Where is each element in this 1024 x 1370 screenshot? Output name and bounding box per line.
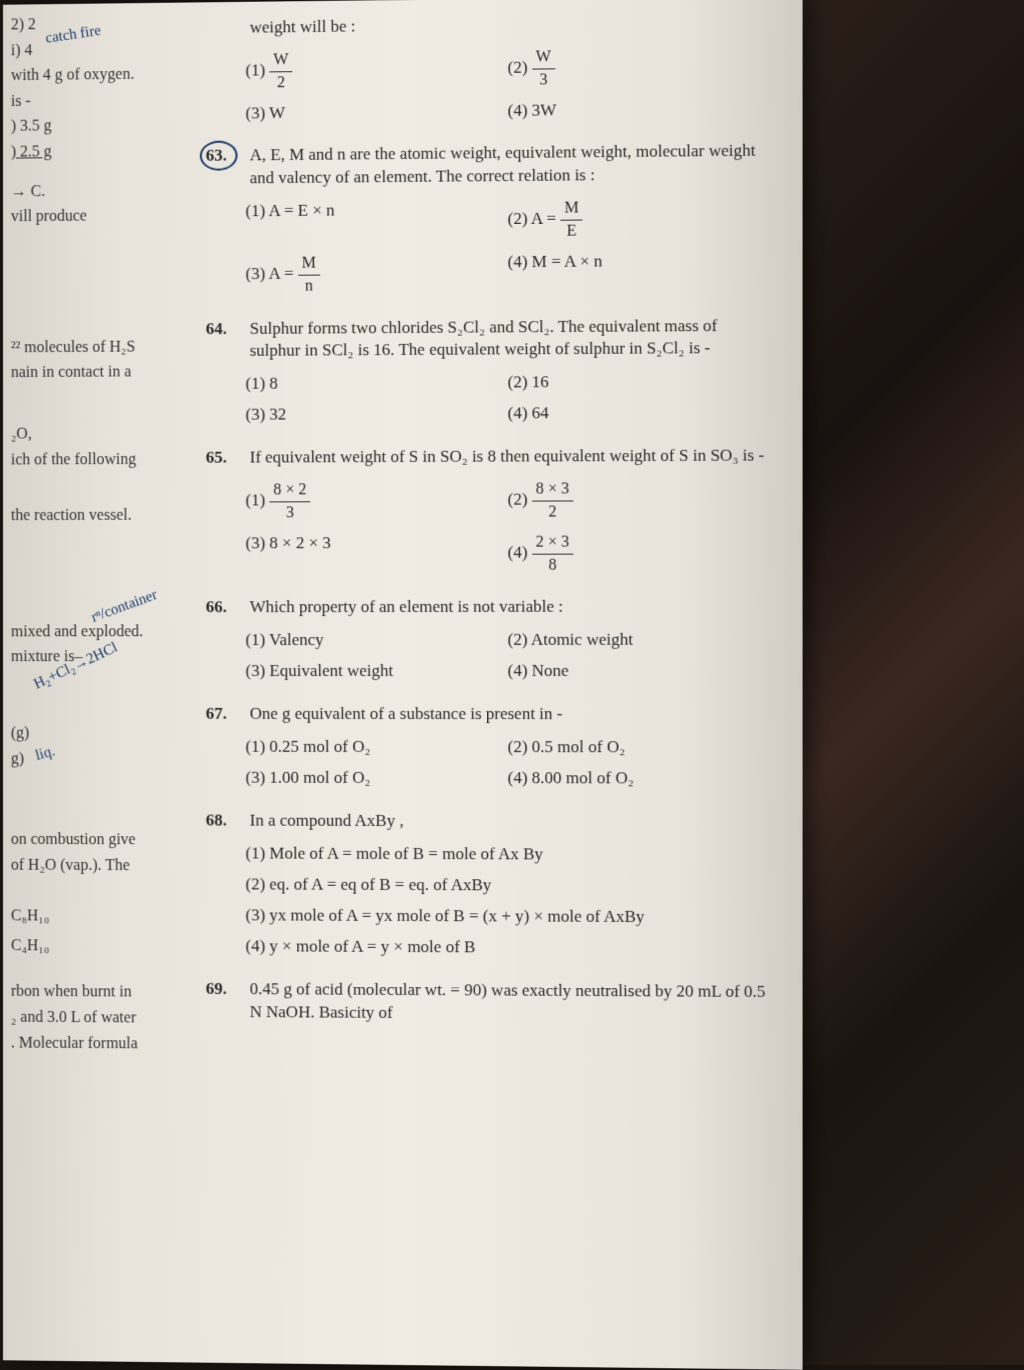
q67-stem: One g equivalent of a substance is prese… [250,703,772,726]
handwriting: liq. [33,741,57,765]
q66-opt4: (4) None [508,656,773,687]
frag: mixed and exploded. [11,623,143,640]
q66-num: 66. [206,597,246,620]
q64-opt2: (2) 16 [508,366,773,398]
q65-opt4: (4) 2 × 38 [508,527,773,580]
q65-stem: If equivalent weight of S in SO₂ is 8 th… [250,445,772,470]
textbook-page: 2) 2 i) 4 catch fire with 4 g of oxygen.… [3,0,803,1370]
q62-opt2: (2) W3 [508,40,773,96]
q66-opt1: (1) Valency [246,625,508,656]
question-68: 68. In a compound AxBy , (1) Mole of A =… [206,810,772,965]
q64-opt4: (4) 64 [508,398,773,430]
handwriting: rⁿ/container [89,585,161,628]
question-62: weight will be : (1) W2 (2) W3 (3) W (4)… [206,11,772,130]
frag: ich of the following [11,448,173,470]
q67-num: 67. [206,703,246,726]
q68-opt4: (4) y × mole of A = y × mole of B [246,931,773,964]
question-63: 63. A, E, M and n are the atomic weight,… [206,140,772,302]
frag: of H₂O (vap.). The [11,855,173,877]
question-65: 65. If equivalent weight of S in SO₂ is … [206,445,772,581]
question-69: 69. 0.45 g of acid (molecular wt. = 90) … [206,978,772,1027]
frag: is - [11,89,173,112]
frag: C₄H₁₀ [11,935,173,957]
q62-stem: weight will be : [250,11,772,40]
q64-num: 64. [206,318,246,341]
frag: rbon when burnt in [11,981,173,1003]
q68-stem: In a compound AxBy , [250,810,772,834]
q65-opt2: (2) 8 × 32 [508,474,773,528]
left-column-fragments: 2) 2 i) 4 catch fire with 4 g of oxygen.… [3,3,181,1069]
q63-opt4: (4) M = A × n [508,245,773,300]
frag: with 4 g of oxygen. [11,64,173,87]
questions-column: weight will be : (1) W2 (2) W3 (3) W (4)… [206,6,772,1027]
q68-opt1: (1) Mole of A = mole of B = mole of Ax B… [246,839,773,872]
q64-opt3: (3) 32 [246,399,508,431]
q67-opt4: (4) 8.00 mol of O₂ [508,763,773,795]
q68-num: 68. [206,810,246,833]
frag: ) 2.5 g [11,140,173,163]
q68-opt3: (3) yx mole of A = yx mole of B = (x + y… [246,900,773,933]
q67-opt1: (1) 0.25 mol of O₂ [246,732,508,763]
q63-opt2: (2) A = ME [508,192,773,247]
frag: → C. [11,180,173,203]
q66-stem: Which property of an element is not vari… [250,596,772,620]
q63-stem: A, E, M and n are the atomic weight, equ… [250,140,772,191]
q67-opt3: (3) 1.00 mol of O₂ [246,763,508,794]
frag: C₈H₁₀ [11,906,173,928]
frag: ₂ and 3.0 L of water [11,1007,173,1029]
q64-opt1: (1) 8 [246,368,508,400]
q66-opt3: (3) Equivalent weight [246,656,508,687]
frag: (g) [11,723,173,745]
frag: ) 3.5 g [11,115,173,138]
q64-stem: Sulphur forms two chlorides S₂Cl₂ and SC… [250,314,772,363]
frag: on combustion give [11,829,173,851]
frag: g) [11,750,24,767]
q69-stem: 0.45 g of acid (molecular wt. = 90) was … [250,978,772,1027]
frag: nain in contact in a [11,362,173,384]
q65-opt1: (1) 8 × 23 [246,475,508,528]
frag: ₂O, [11,423,173,445]
q63-opt1: (1) A = E × n [246,194,508,249]
q67-opt2: (2) 0.5 mol of O₂ [508,732,773,763]
frag: i) 4 [11,42,32,59]
q68-opt2: (2) eq. of A = eq of B = eq. of AxBy [246,869,773,902]
q63-opt3: (3) A = Mn [246,247,508,301]
frag: vill produce [11,205,173,228]
q63-num: 63. [206,145,246,168]
frag: . Molecular formula [11,1032,173,1055]
q62-opt1: (1) W2 [246,43,508,98]
q66-opt2: (2) Atomic weight [508,625,773,656]
q65-num: 65. [206,447,246,470]
q62-opt4: (4) 3W [508,93,773,127]
wood-background [794,0,1024,1365]
q62-opt3: (3) W [246,95,508,129]
q69-num: 69. [206,978,246,1001]
question-64: 64. Sulphur forms two chlorides S₂Cl₂ an… [206,314,772,431]
frag: ²² molecules of H₂S [11,336,173,358]
frag: the reaction vessel. [11,505,173,527]
q65-opt3: (3) 8 × 2 × 3 [246,528,508,581]
handwriting: H₂+Cl₂→2HCl [31,638,121,695]
question-66: 66. Which property of an element is not … [206,596,772,687]
question-67: 67. One g equivalent of a substance is p… [206,703,772,795]
